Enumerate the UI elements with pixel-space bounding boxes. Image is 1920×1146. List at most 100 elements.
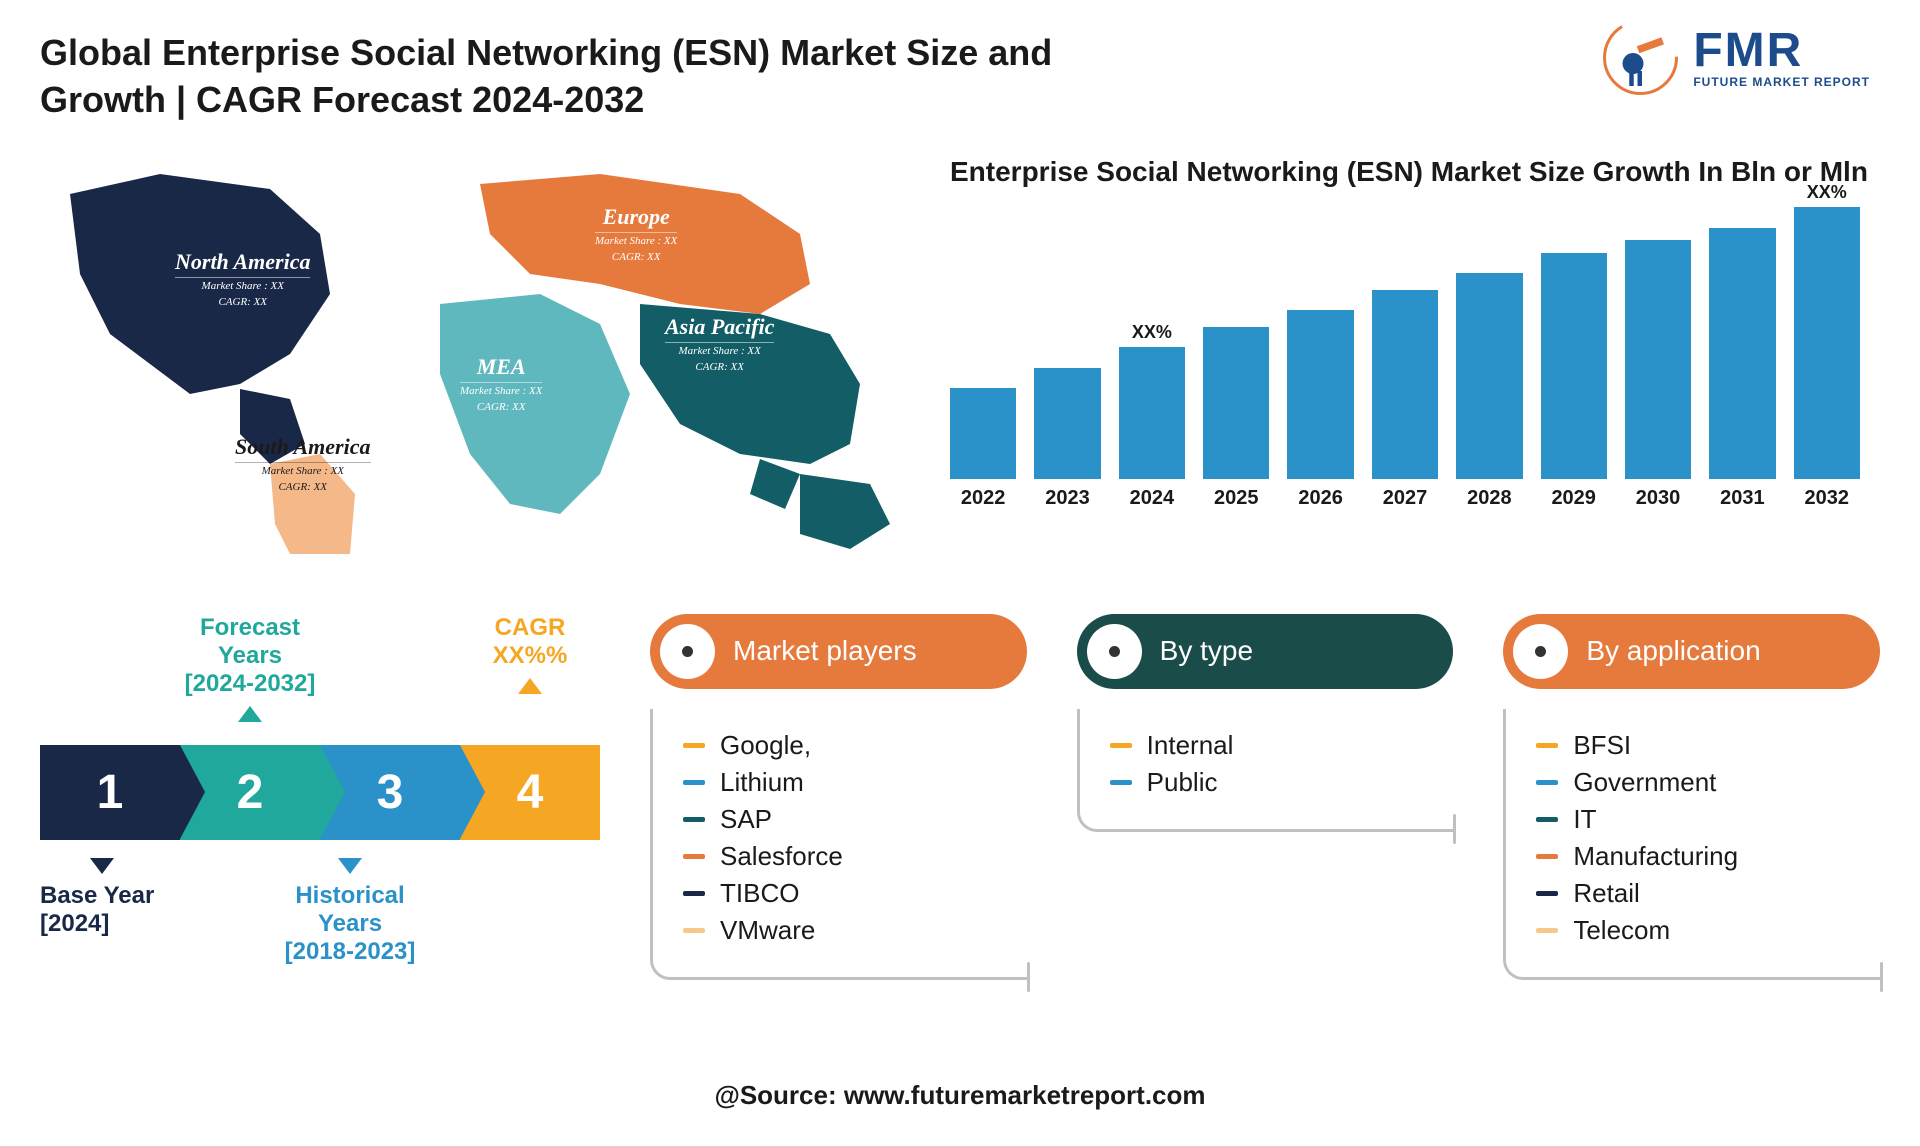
list-item: Salesforce <box>683 841 1007 872</box>
marker-icon <box>1536 743 1558 748</box>
growth-chart: Enterprise Social Networking (ESN) Marke… <box>950 154 1880 554</box>
bar-column: 2023 <box>1034 368 1100 510</box>
logo-sub-text: FUTURE MARKET REPORT <box>1693 75 1870 89</box>
chart-title: Enterprise Social Networking (ESN) Marke… <box>950 154 1880 190</box>
bar-year-label: 2031 <box>1720 487 1765 510</box>
list-item: Government <box>1536 767 1860 798</box>
category-title: By application <box>1586 635 1760 667</box>
marker-icon <box>683 817 705 822</box>
cagr-label: CAGR <box>460 614 600 642</box>
bar-year-label: 2029 <box>1551 487 1596 510</box>
category-list: BFSI Government IT Manufacturing Retail Telec… <box>1503 709 1880 980</box>
bar-year-label: 2024 <box>1130 487 1175 510</box>
category-title: By type <box>1160 635 1253 667</box>
region-mea-cagr: CAGR: XX <box>460 399 542 413</box>
list-item-label: TIBCO <box>720 878 799 909</box>
category-box: By application BFSI Government IT Manufactur… <box>1503 614 1880 980</box>
list-item-label: Salesforce <box>720 841 843 872</box>
category-list: Internal Public <box>1077 709 1454 832</box>
region-eu-cagr: CAGR: XX <box>595 249 677 263</box>
marker-icon <box>1536 854 1558 859</box>
region-na-share: Market Share : XX <box>175 277 310 292</box>
timeline: Forecast Years [2024-2032] CAGR XX%% 1 2… <box>40 614 600 980</box>
page-title: Global Enterprise Social Networking (ESN… <box>40 30 1140 124</box>
list-item-label: Public <box>1147 767 1218 798</box>
bar <box>1287 310 1353 479</box>
marker-icon <box>1110 780 1132 785</box>
bar-column: 2029 <box>1541 253 1607 510</box>
bullet-icon <box>1513 624 1568 679</box>
bar-column: XX%2024 <box>1119 347 1185 510</box>
bar <box>1203 327 1269 479</box>
list-item-label: IT <box>1573 804 1596 835</box>
bar <box>1541 253 1607 479</box>
region-ap-cagr: CAGR: XX <box>665 359 774 373</box>
bar <box>1625 240 1691 479</box>
bar <box>1456 273 1522 479</box>
bar <box>1372 290 1438 479</box>
list-item-label: Retail <box>1573 878 1639 909</box>
bar <box>1119 347 1185 479</box>
region-sa-cagr: CAGR: XX <box>235 479 371 493</box>
list-item: Lithium <box>683 767 1007 798</box>
region-na-cagr: CAGR: XX <box>175 294 310 308</box>
region-eu-name: Europe <box>595 204 677 230</box>
arrow-down-icon <box>338 858 362 874</box>
bar-column: 2030 <box>1625 240 1691 510</box>
list-item-label: Google, <box>720 730 811 761</box>
list-item-label: Internal <box>1147 730 1234 761</box>
region-eu-share: Market Share : XX <box>595 232 677 247</box>
historical-label: Historical Years <box>267 882 434 938</box>
region-sa-share: Market Share : XX <box>235 462 371 477</box>
arrow-up-icon <box>238 706 262 722</box>
list-item: Manufacturing <box>1536 841 1860 872</box>
bar-year-label: 2032 <box>1805 487 1850 510</box>
bar-column: 2031 <box>1709 228 1775 510</box>
marker-icon <box>683 780 705 785</box>
marker-icon <box>683 854 705 859</box>
bar-column: 2025 <box>1203 327 1269 510</box>
bar-year-label: 2030 <box>1636 487 1681 510</box>
list-item-label: SAP <box>720 804 772 835</box>
marker-icon <box>683 743 705 748</box>
bar-year-label: 2022 <box>961 487 1006 510</box>
category-header: By application <box>1503 614 1880 689</box>
list-item: Google, <box>683 730 1007 761</box>
bullet-icon <box>1087 624 1142 679</box>
list-item: TIBCO <box>683 878 1007 909</box>
region-mea-share: Market Share : XX <box>460 382 542 397</box>
bar <box>1709 228 1775 479</box>
region-ap-name: Asia Pacific <box>665 314 774 340</box>
marker-icon <box>1110 743 1132 748</box>
list-item: VMware <box>683 915 1007 946</box>
arrow-up-icon <box>518 678 542 694</box>
list-item-label: Telecom <box>1573 915 1670 946</box>
forecast-range: [2024-2032] <box>180 670 320 698</box>
list-item-label: VMware <box>720 915 815 946</box>
bar <box>1794 207 1860 479</box>
marker-icon <box>1536 891 1558 896</box>
fmr-logo: FMR FUTURE MARKET REPORT <box>1603 20 1870 95</box>
bar-column: 2026 <box>1287 310 1353 510</box>
base-label: Base Year <box>40 882 207 910</box>
world-map: North America Market Share : XX CAGR: XX… <box>40 154 910 554</box>
list-item: Retail <box>1536 878 1860 909</box>
bullet-icon <box>660 624 715 679</box>
category-title: Market players <box>733 635 917 667</box>
bar-column: 2027 <box>1372 290 1438 510</box>
list-item-label: BFSI <box>1573 730 1631 761</box>
region-mea-name: MEA <box>460 354 542 380</box>
marker-icon <box>1536 780 1558 785</box>
category-header: Market players <box>650 614 1027 689</box>
list-item: Internal <box>1110 730 1434 761</box>
bar-year-label: 2023 <box>1045 487 1090 510</box>
category-header: By type <box>1077 614 1454 689</box>
marker-icon <box>683 891 705 896</box>
telescope-icon <box>1603 20 1678 95</box>
category-box: By type Internal Public <box>1077 614 1454 980</box>
list-item: SAP <box>683 804 1007 835</box>
bar-year-label: 2028 <box>1467 487 1512 510</box>
marker-icon <box>1536 928 1558 933</box>
list-item-label: Government <box>1573 767 1716 798</box>
list-item: BFSI <box>1536 730 1860 761</box>
